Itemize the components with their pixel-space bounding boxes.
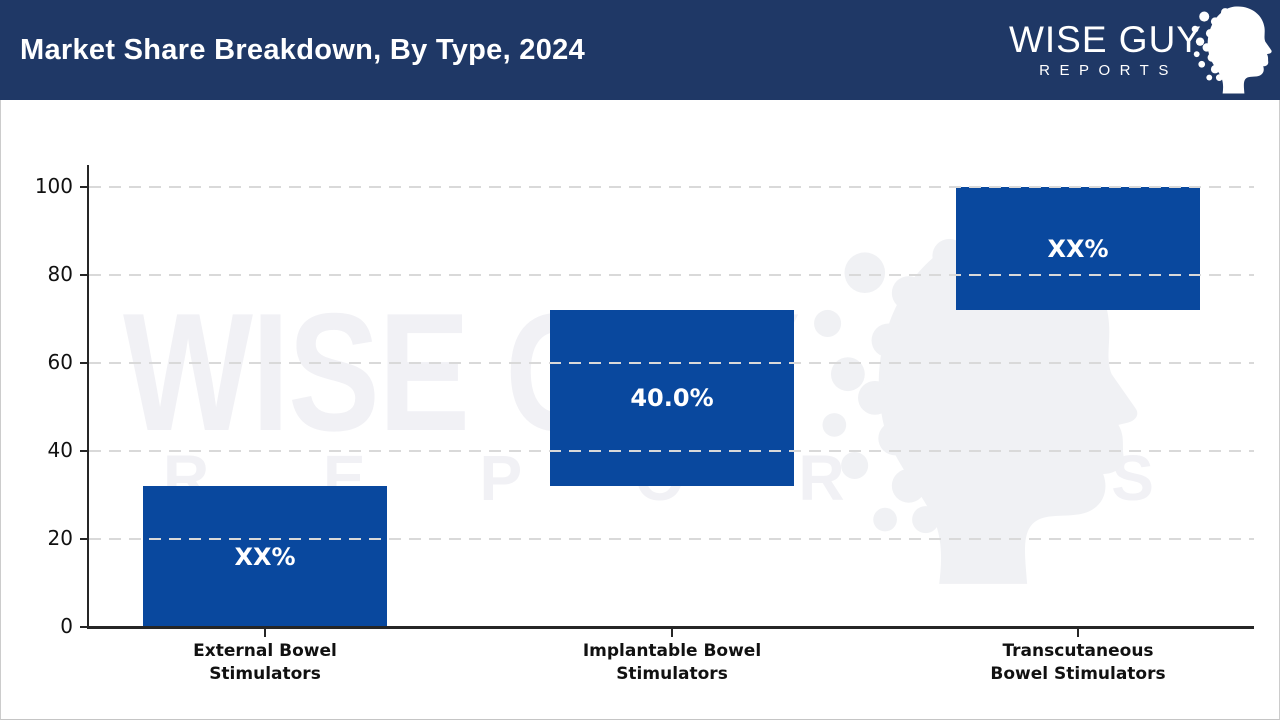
bar-segment: 40.0% (550, 310, 794, 487)
y-tick-label: 0 (60, 614, 73, 638)
bar-value-label: 40.0% (630, 384, 714, 413)
y-tick-label: 60 (47, 350, 73, 374)
y-tick-label: 100 (34, 174, 73, 198)
y-tick (80, 186, 88, 188)
y-axis-spine (87, 165, 89, 627)
x-tick-label-line: Transcutaneous (1002, 641, 1154, 661)
gridline (89, 362, 1254, 364)
y-tick-label: 80 (47, 262, 73, 286)
wiseguy-head-icon (1188, 4, 1274, 96)
gridline (89, 274, 1254, 276)
x-tick (264, 629, 266, 637)
x-tick-label-line: Implantable Bowel (582, 641, 762, 661)
x-axis-spine (87, 626, 1254, 629)
bar-value-label: XX% (234, 542, 296, 571)
x-tick-label: Transcutaneous Bowel Stimulators (918, 640, 1238, 686)
x-tick-label-line: Stimulators (209, 663, 321, 684)
x-tick (1077, 629, 1079, 637)
y-tick (80, 274, 88, 276)
x-tick-label-line: Bowel Stimulators (990, 663, 1166, 684)
gridline (89, 538, 1254, 540)
y-tick (80, 362, 88, 364)
x-tick-label: External Bowel Stimulators (105, 640, 425, 686)
y-tick (80, 538, 88, 540)
x-tick (671, 629, 673, 637)
y-tick-label: 20 (47, 526, 73, 550)
chart-canvas: WISE GUY R E P O R T S XX%40.0%XX% 02040… (0, 100, 1280, 720)
plot-area: XX% 40.0% XX% (89, 165, 1254, 628)
y-tick-label: 40 (47, 438, 73, 462)
x-tick-label-line: External Bowel (193, 641, 337, 661)
header-bar: Market Share Breakdown, By Type, 2024 WI… (0, 0, 1280, 100)
logo-subtitle: REPORTS (1039, 62, 1178, 79)
gridline (89, 186, 1254, 188)
y-tick (80, 450, 88, 452)
logo-wordmark: WISE GUY (1008, 19, 1202, 60)
page-title: Market Share Breakdown, By Type, 2024 (20, 33, 586, 66)
logo-text: WISE GUY REPORTS (1009, 21, 1202, 79)
gridline (89, 450, 1254, 452)
bar-segment: XX% (143, 486, 387, 627)
y-tick (80, 626, 88, 628)
x-tick-label-line: Stimulators (616, 663, 728, 684)
x-tick-label: Implantable Bowel Stimulators (512, 640, 832, 686)
bar-segment: XX% (956, 187, 1200, 311)
wiseguy-logo: WISE GUY REPORTS (1009, 0, 1274, 100)
bar-value-label: XX% (1047, 234, 1109, 263)
